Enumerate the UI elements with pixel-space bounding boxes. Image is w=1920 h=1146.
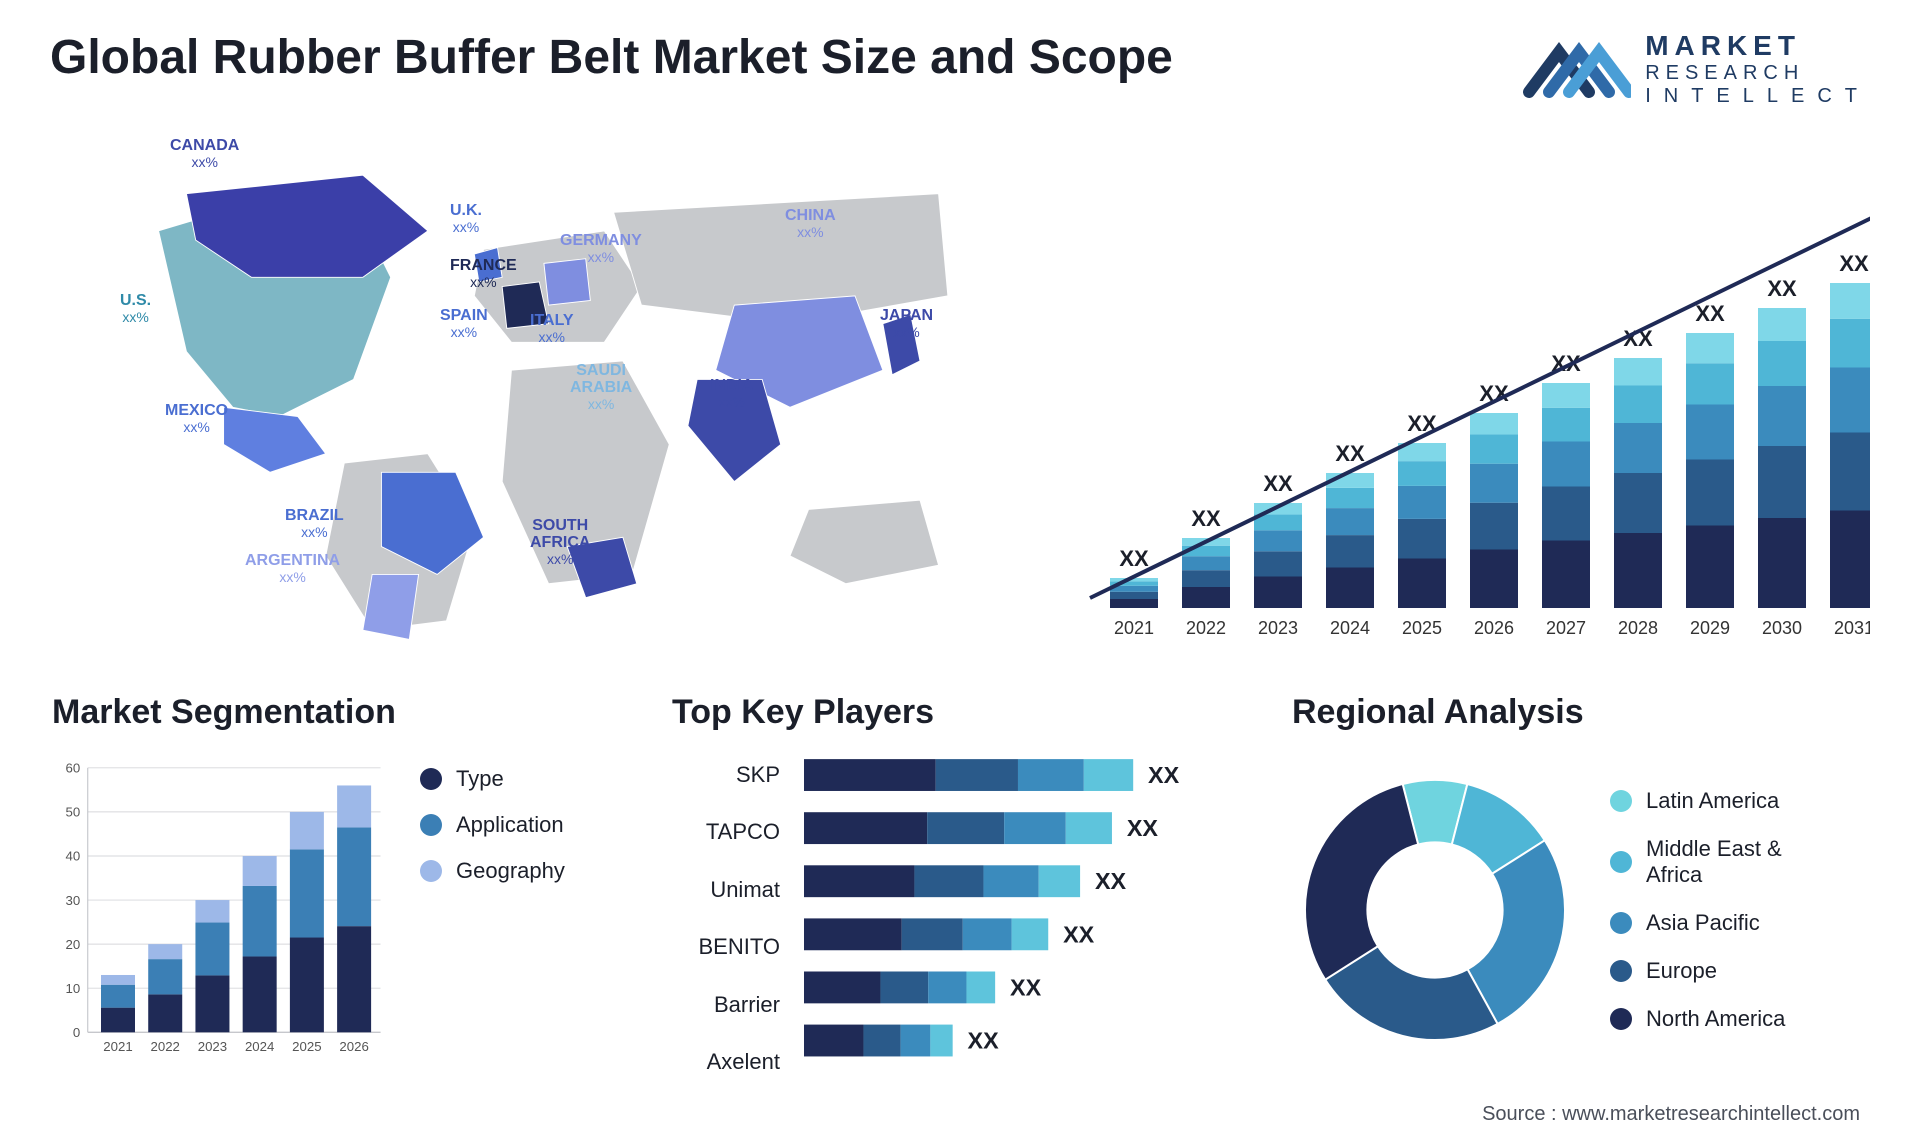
region-legend-north-america: North America: [1610, 1006, 1785, 1032]
map-label-brazil: BRAZILxx%: [285, 508, 344, 542]
svg-text:XX: XX: [1148, 762, 1180, 788]
segmentation-panel: Market Segmentation 0 10 20 30 40 50 60 2021 202…: [50, 693, 630, 1073]
svg-text:10: 10: [66, 981, 81, 996]
svg-text:30: 30: [66, 893, 81, 908]
regional-panel: Regional Analysis Latin America Middle Ea…: [1290, 693, 1870, 1073]
map-label-spain: SPAINxx%: [440, 308, 488, 342]
svg-text:2021: 2021: [103, 1039, 132, 1054]
players-title: Top Key Players: [672, 693, 1250, 732]
seg-legend-geography: Geography: [420, 858, 565, 884]
svg-text:XX: XX: [1010, 974, 1042, 1000]
regional-legend: Latin America Middle East & Africa Asia Pa…: [1610, 788, 1785, 1032]
svg-text:2026: 2026: [339, 1039, 368, 1054]
segmentation-title: Market Segmentation: [52, 693, 630, 732]
map-label-italy: ITALYxx%: [530, 313, 574, 347]
svg-text:XX: XX: [1335, 441, 1365, 466]
growth-chart: XX 2021 XX 2022 XX 2023 XX 2024 XX 2025 XX 2026 XX 20…: [1050, 138, 1870, 658]
brand-logo: MARKET RESEARCH INTELLECT: [1521, 30, 1870, 108]
map-label-mexico: MEXICOxx%: [165, 403, 228, 437]
map-label-argentina: ARGENTINAxx%: [245, 553, 340, 587]
svg-text:2022: 2022: [1186, 618, 1226, 638]
svg-text:XX: XX: [968, 1027, 1000, 1053]
regional-title: Regional Analysis: [1292, 693, 1870, 732]
svg-text:60: 60: [66, 761, 81, 776]
svg-text:2024: 2024: [245, 1039, 274, 1054]
region-legend-middle-east-africa: Middle East & Africa: [1610, 836, 1785, 888]
world-map: CANADAxx% U.S.xx% MEXICOxx% BRAZILxx% ARGENT…: [50, 138, 1010, 658]
svg-text:2026: 2026: [1474, 618, 1514, 638]
regional-donut: [1290, 765, 1580, 1055]
brand-text: MARKET RESEARCH INTELLECT: [1645, 30, 1870, 108]
svg-text:XX: XX: [1839, 251, 1869, 276]
players-names: SKP TAPCO Unimat BENITO Barrier Axelent: [670, 746, 780, 1091]
seg-legend-application: Application: [420, 812, 565, 838]
svg-text:2023: 2023: [1258, 618, 1298, 638]
svg-text:XX: XX: [1191, 506, 1221, 531]
map-label-germany: GERMANYxx%: [560, 233, 642, 267]
map-label-saudi-arabia: SAUDIARABIAxx%: [570, 363, 632, 413]
svg-text:2024: 2024: [1330, 618, 1370, 638]
svg-text:XX: XX: [1695, 301, 1725, 326]
svg-text:XX: XX: [1127, 815, 1159, 841]
map-label-u-s-: U.S.xx%: [120, 293, 151, 327]
player-benito: BENITO: [670, 934, 780, 960]
page-title: Global Rubber Buffer Belt Market Size an…: [50, 30, 1173, 85]
svg-text:2031: 2031: [1834, 618, 1870, 638]
svg-text:2030: 2030: [1762, 618, 1802, 638]
svg-text:50: 50: [66, 805, 81, 820]
region-legend-latin-america: Latin America: [1610, 788, 1785, 814]
player-tapco: TAPCO: [670, 819, 780, 845]
svg-text:2029: 2029: [1690, 618, 1730, 638]
svg-text:2028: 2028: [1618, 618, 1658, 638]
svg-text:20: 20: [66, 937, 81, 952]
map-label-south-africa: SOUTHAFRICAxx%: [530, 518, 590, 568]
map-label-france: FRANCExx%: [450, 258, 517, 292]
region-legend-europe: Europe: [1610, 958, 1785, 984]
svg-text:40: 40: [66, 849, 81, 864]
svg-text:0: 0: [73, 1025, 80, 1040]
svg-text:XX: XX: [1119, 546, 1149, 571]
svg-text:XX: XX: [1095, 868, 1127, 894]
svg-text:XX: XX: [1063, 921, 1095, 947]
svg-text:2025: 2025: [1402, 618, 1442, 638]
map-label-japan: JAPANxx%: [880, 308, 933, 342]
player-unimat: Unimat: [670, 877, 780, 903]
segmentation-chart: 0 10 20 30 40 50 60 2021 2022 2023 2024 2025 2026: [50, 746, 390, 1073]
svg-text:2027: 2027: [1546, 618, 1586, 638]
svg-text:2025: 2025: [292, 1039, 321, 1054]
map-label-u-k-: U.K.xx%: [450, 203, 482, 237]
segmentation-legend: Type Application Geography: [420, 746, 565, 1073]
map-label-canada: CANADAxx%: [170, 138, 239, 172]
svg-text:XX: XX: [1767, 276, 1797, 301]
region-legend-asia-pacific: Asia Pacific: [1610, 910, 1785, 936]
player-skp: SKP: [670, 762, 780, 788]
svg-text:2022: 2022: [151, 1039, 180, 1054]
brand-chevrons-icon: [1521, 34, 1631, 104]
svg-text:2023: 2023: [198, 1039, 227, 1054]
players-panel: Top Key Players SKP TAPCO Unimat BENITO Barr…: [670, 693, 1250, 1073]
players-chart: XX XX XX XX XX XX: [804, 746, 1250, 1091]
svg-text:2021: 2021: [1114, 618, 1154, 638]
player-barrier: Barrier: [670, 992, 780, 1018]
seg-legend-type: Type: [420, 766, 565, 792]
svg-text:XX: XX: [1263, 471, 1293, 496]
map-label-china: CHINAxx%: [785, 208, 836, 242]
player-axelent: Axelent: [670, 1049, 780, 1075]
source-text: Source : www.marketresearchintellect.com: [1482, 1103, 1860, 1126]
map-label-india: INDIAxx%: [710, 378, 754, 412]
